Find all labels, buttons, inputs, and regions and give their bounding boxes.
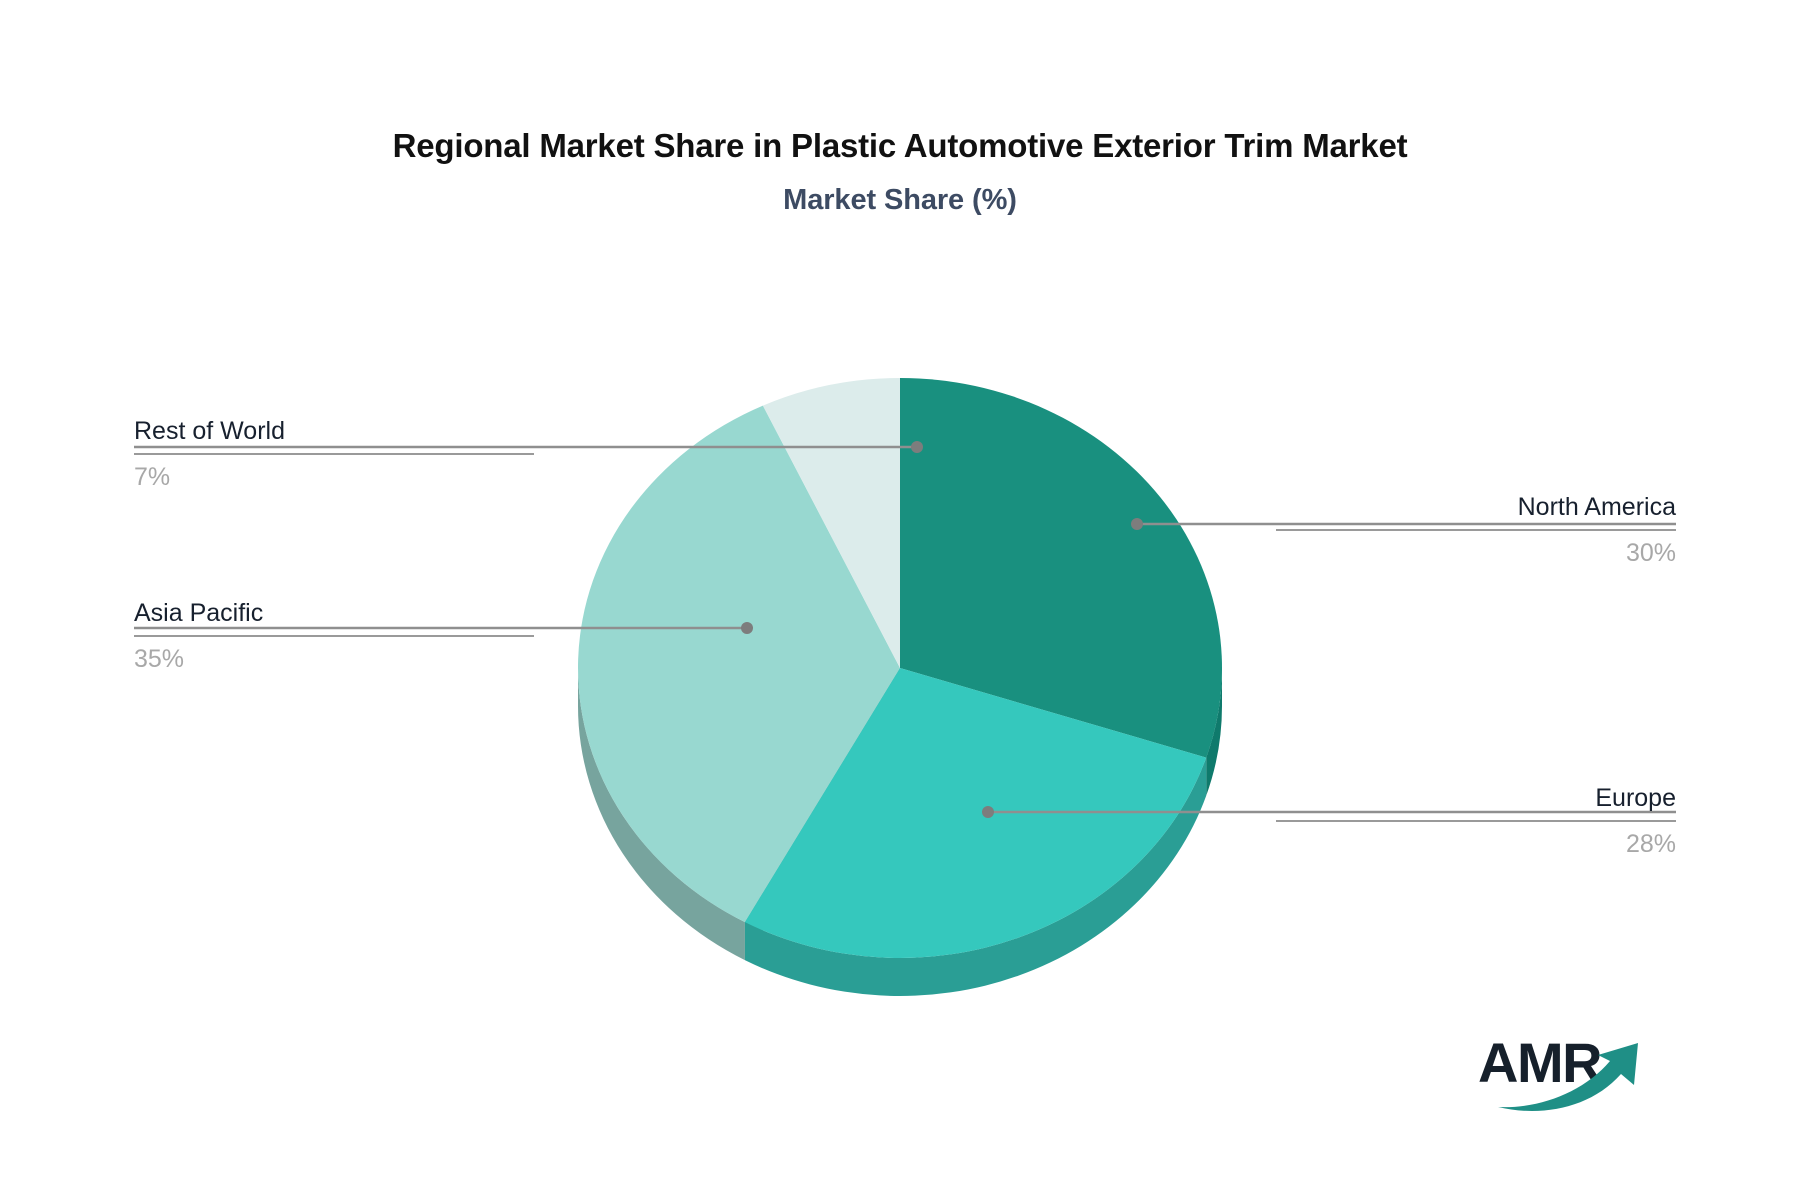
leader-dot [982,806,994,818]
growth-arrow-icon [1498,1043,1638,1111]
callout-value: 35% [134,645,185,674]
chart-title: Regional Market Share in Plastic Automot… [392,127,1408,164]
pie-slice-north-america[interactable] [900,378,1222,758]
pie-slice-asia-pacific[interactable] [578,405,900,923]
callout-value: 30% [1625,539,1676,568]
callout-rule [1276,529,1676,532]
callout-value: 28% [1625,830,1676,859]
callout-value: 7% [134,463,171,492]
leader-lines [134,441,1676,818]
leader-dot [911,441,923,453]
chart-subtitle: Market Share (%) [783,184,1017,217]
pie-top-faces [578,378,1222,958]
callout-label: Europe [1595,784,1676,812]
amr-logo: AMR [1478,1035,1658,1113]
callout-label: North America [1517,493,1676,521]
pie-side-north-america [1206,668,1222,796]
callout-europe[interactable]: Europe 28% [1276,785,1676,858]
callout-north-america[interactable]: North America 30% [1276,494,1676,567]
pie-side-europe [744,757,1207,996]
pie-slice-europe[interactable] [744,668,1207,958]
title-block: Regional Market Share in Plastic Automot… [0,127,1800,217]
callout-asia-pacific[interactable]: Asia Pacific 35% [134,600,534,673]
leader-dot [741,622,753,634]
amr-logo-text: AMR [1478,1031,1603,1094]
callout-rest-of-world[interactable]: Rest of World 7% [134,418,534,491]
callout-rule [134,453,534,456]
pie-slice-rest-of-world[interactable] [762,378,900,668]
pie-side-asia-pacific [578,668,745,961]
callout-rule [1276,820,1676,823]
leader-dot [1131,518,1143,530]
callout-rule [134,635,534,638]
callout-label: Asia Pacific [134,599,264,627]
callout-label: Rest of World [134,417,285,445]
